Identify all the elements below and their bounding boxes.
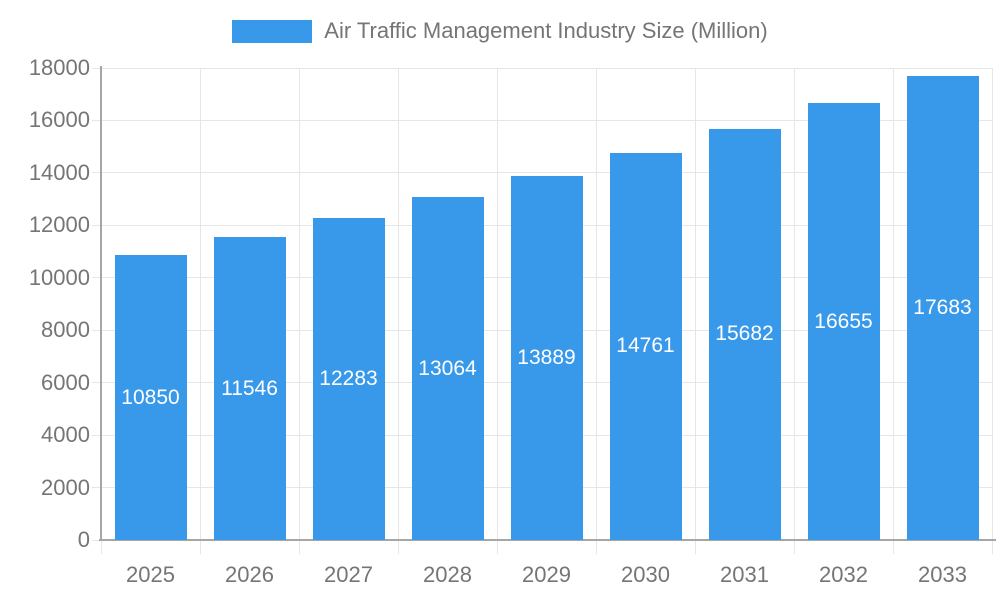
bar-value-label: 16655	[814, 309, 873, 333]
legend-item[interactable]: Air Traffic Management Industry Size (Mi…	[232, 18, 768, 44]
x-axis-tick	[397, 540, 399, 554]
x-axis-tick-label: 2025	[126, 562, 175, 587]
bar-value-label: 17683	[913, 296, 972, 320]
bar-2032	[807, 103, 880, 540]
x-axis-tick	[793, 540, 795, 554]
gridline-vertical	[991, 68, 993, 540]
gridline-vertical	[694, 68, 696, 540]
x-axis-tick-label: 2029	[522, 562, 571, 587]
gridline-vertical	[595, 68, 597, 540]
gridline-vertical	[298, 68, 300, 540]
bar-value-label: 13064	[418, 356, 477, 380]
y-axis-tick	[92, 172, 101, 174]
bar-value-label: 12283	[319, 366, 378, 390]
legend-swatch	[232, 19, 313, 43]
bar-2030	[609, 152, 682, 540]
y-axis-tick	[92, 119, 101, 121]
y-axis-tick	[92, 539, 101, 541]
bar-2033	[906, 76, 979, 540]
y-axis-tick-label: 8000	[41, 317, 90, 343]
gridline-vertical	[199, 68, 201, 540]
y-axis-tick-label: 2000	[41, 474, 90, 500]
gridline-vertical	[496, 68, 498, 540]
bar-value-label: 13889	[517, 345, 576, 369]
x-axis-tick	[694, 540, 696, 554]
y-axis-tick-label: 4000	[41, 422, 90, 448]
bar-2028	[411, 197, 484, 540]
bar-value-label: 11546	[221, 376, 278, 400]
x-axis-tick-label: 2033	[918, 562, 967, 587]
bar-value-label: 15682	[715, 322, 774, 346]
y-axis-line	[100, 66, 102, 540]
y-axis-tick	[92, 487, 101, 489]
y-axis-tick-label: 12000	[28, 212, 90, 238]
y-axis-tick-label: 16000	[28, 107, 90, 133]
bar-value-label: 10850	[121, 385, 180, 409]
x-axis-tick	[991, 540, 993, 554]
gridline-vertical	[793, 68, 795, 540]
x-axis-tick-label: 2028	[423, 562, 472, 587]
x-axis-tick-label: 2027	[324, 562, 373, 587]
x-axis-tick-label: 2032	[819, 562, 868, 587]
x-axis-tick-label: 2026	[225, 562, 274, 587]
legend-label: Air Traffic Management Industry Size (Mi…	[324, 18, 768, 43]
y-axis-tick	[92, 434, 101, 436]
bar-2026	[213, 237, 286, 540]
x-axis-tick	[892, 540, 894, 554]
bar-2029	[510, 175, 583, 540]
y-axis-tick	[92, 277, 101, 279]
x-axis-line	[99, 539, 996, 541]
x-axis-tick-label: 2030	[621, 562, 670, 587]
y-axis-tick-label: 6000	[41, 369, 90, 395]
x-axis-tick	[199, 540, 201, 554]
gridline-horizontal	[101, 119, 992, 121]
y-axis-tick-label: 10000	[28, 264, 90, 290]
gridline-horizontal	[101, 172, 992, 174]
x-axis-tick	[298, 540, 300, 554]
y-axis-tick	[92, 382, 101, 384]
y-axis-tick	[92, 224, 101, 226]
gridline-horizontal	[101, 67, 992, 69]
bar-2027	[312, 217, 385, 540]
y-axis-tick-label: 14000	[28, 159, 90, 185]
x-axis-tick	[496, 540, 498, 554]
gridline-vertical	[397, 68, 399, 540]
x-axis-tick	[595, 540, 597, 554]
bar-value-label: 14761	[616, 334, 675, 358]
gridline-vertical	[892, 68, 894, 540]
x-axis-tick-label: 2031	[720, 562, 769, 587]
y-axis-tick	[92, 329, 101, 331]
y-axis-tick-label: 0	[77, 527, 90, 552]
y-axis-tick-label: 18000	[28, 55, 90, 80]
legend: Air Traffic Management Industry Size (Mi…	[0, 18, 1000, 44]
y-axis-tick	[92, 67, 101, 69]
bar-2031	[708, 128, 781, 540]
bar-2025	[114, 255, 187, 540]
x-axis-tick	[100, 540, 102, 554]
